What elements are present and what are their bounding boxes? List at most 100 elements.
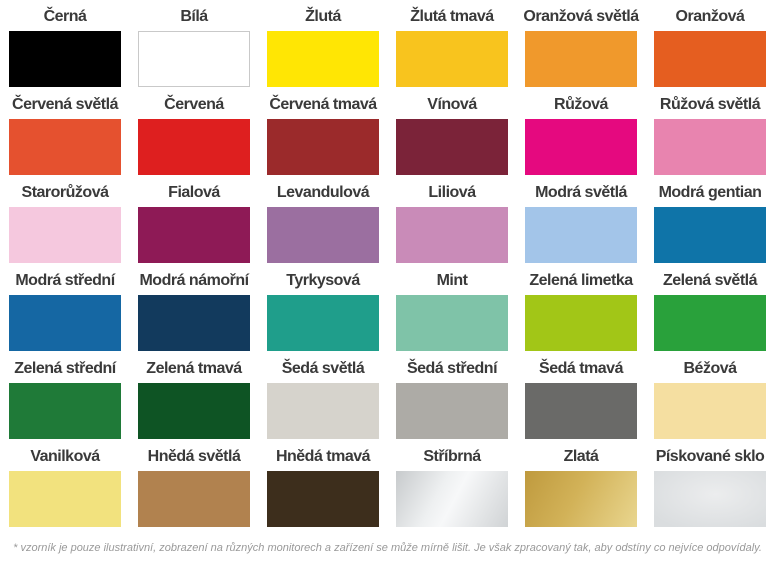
color-cell: Žlutá	[267, 0, 379, 88]
color-cell: Zelená tmavá	[138, 352, 250, 440]
color-name-label: Růžová	[554, 96, 608, 113]
color-cell: Šedá tmavá	[525, 352, 637, 440]
color-name-label: Žlutá	[305, 8, 341, 25]
color-name-label: Zelená tmavá	[146, 360, 242, 377]
color-swatch	[654, 207, 766, 263]
color-name-label: Modrá námořní	[139, 272, 249, 289]
color-cell: Pískované sklo	[654, 440, 766, 528]
color-swatch	[396, 207, 508, 263]
color-cell: Mint	[396, 264, 508, 352]
color-cell: Růžová	[525, 88, 637, 176]
color-swatch	[654, 383, 766, 439]
color-swatch	[267, 31, 379, 87]
color-name-label: Modrá střední	[15, 272, 115, 289]
color-swatch	[396, 31, 508, 87]
color-name-label: Červená tmavá	[269, 96, 377, 113]
color-cell: Modrá světlá	[525, 176, 637, 264]
color-swatch	[525, 383, 637, 439]
color-name-label: Černá	[43, 8, 87, 25]
color-swatch	[9, 119, 121, 175]
color-swatch	[525, 207, 637, 263]
color-name-label: Modrá gentian	[658, 184, 762, 201]
color-name-label: Mint	[436, 272, 468, 289]
color-name-label: Zlatá	[563, 448, 599, 465]
color-cell: Červená	[138, 88, 250, 176]
color-name-label: Hnědá tmavá	[275, 448, 371, 465]
color-cell: Vínová	[396, 88, 508, 176]
color-swatch	[525, 119, 637, 175]
color-swatch	[138, 119, 250, 175]
color-cell: Starorůžová	[9, 176, 121, 264]
color-name-label: Levandulová	[276, 184, 370, 201]
color-cell: Šedá světlá	[267, 352, 379, 440]
color-name-label: Šedá tmavá	[539, 360, 623, 377]
color-name-label: Oranžová světlá	[523, 8, 639, 25]
color-swatch	[267, 383, 379, 439]
color-cell: Fialová	[138, 176, 250, 264]
color-cell: Žlutá tmavá	[396, 0, 508, 88]
color-swatch	[267, 295, 379, 351]
color-swatch	[525, 31, 637, 87]
color-cell: Oranžová	[654, 0, 766, 88]
color-name-label: Červená světlá	[12, 96, 118, 113]
color-cell: Hnědá tmavá	[267, 440, 379, 528]
color-name-label: Zelená střední	[14, 360, 116, 377]
color-swatch	[138, 207, 250, 263]
color-swatch	[267, 471, 379, 527]
color-name-label: Žlutá tmavá	[410, 8, 494, 25]
color-cell: Zlatá	[525, 440, 637, 528]
color-swatch	[654, 295, 766, 351]
color-swatch-grid: Černá Bílá Žlutá Žlutá tmavá Oranžová sv…	[9, 0, 766, 528]
color-swatch	[138, 383, 250, 439]
color-name-label: Fialová	[168, 184, 220, 201]
color-cell: Modrá gentian	[654, 176, 766, 264]
color-cell: Zelená limetka	[525, 264, 637, 352]
color-cell: Tyrkysová	[267, 264, 379, 352]
color-cell: Vanilková	[9, 440, 121, 528]
color-swatch	[9, 471, 121, 527]
color-cell: Modrá střední	[9, 264, 121, 352]
color-cell: Zelená světlá	[654, 264, 766, 352]
color-cell: Šedá střední	[396, 352, 508, 440]
color-name-label: Bílá	[180, 8, 208, 25]
color-swatch	[654, 471, 766, 527]
color-cell: Béžová	[654, 352, 766, 440]
color-cell: Zelená střední	[9, 352, 121, 440]
color-name-label: Hnědá světlá	[147, 448, 241, 465]
color-name-label: Růžová světlá	[659, 96, 761, 113]
color-name-label: Červená	[164, 96, 224, 113]
color-swatch	[138, 31, 250, 87]
color-swatch	[654, 31, 766, 87]
disclaimer-footnote: * vzorník je pouze ilustrativní, zobraze…	[13, 542, 762, 554]
color-name-label: Stříbrná	[423, 448, 481, 465]
color-name-label: Vanilková	[30, 448, 100, 465]
color-cell: Růžová světlá	[654, 88, 766, 176]
color-name-label: Šedá střední	[406, 360, 498, 377]
color-swatch	[9, 207, 121, 263]
color-cell: Liliová	[396, 176, 508, 264]
color-name-label: Tyrkysová	[286, 272, 360, 289]
color-cell: Levandulová	[267, 176, 379, 264]
color-swatch	[396, 383, 508, 439]
color-swatch	[525, 471, 637, 527]
color-cell: Bílá	[138, 0, 250, 88]
color-name-label: Liliová	[428, 184, 476, 201]
color-name-label: Starorůžová	[21, 184, 109, 201]
color-name-label: Vínová	[427, 96, 477, 113]
color-name-label: Oranžová	[675, 8, 745, 25]
color-name-label: Zelená světlá	[663, 272, 758, 289]
color-cell: Červená tmavá	[267, 88, 379, 176]
color-swatch	[138, 471, 250, 527]
color-swatch	[267, 207, 379, 263]
color-swatch	[525, 295, 637, 351]
color-cell: Hnědá světlá	[138, 440, 250, 528]
color-cell: Oranžová světlá	[523, 0, 639, 88]
color-swatch	[9, 31, 121, 87]
color-swatch	[9, 383, 121, 439]
color-name-label: Šedá světlá	[281, 360, 365, 377]
color-swatch	[267, 119, 379, 175]
color-name-label: Zelená limetka	[529, 272, 633, 289]
color-cell: Černá	[9, 0, 121, 88]
color-cell: Modrá námořní	[138, 264, 250, 352]
